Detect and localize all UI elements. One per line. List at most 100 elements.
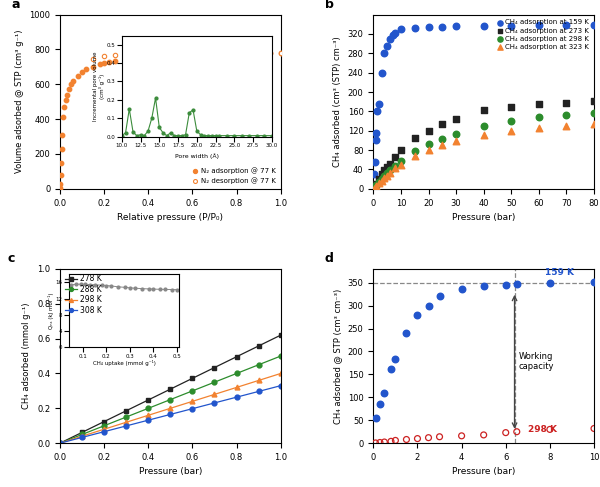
278 K: [127, 406, 134, 412]
Point: [413, 435, 422, 443]
CH₄ adsorption at 323 K: [589, 121, 599, 129]
Line: 308 K: 308 K: [58, 383, 283, 446]
Text: b: b: [325, 0, 334, 11]
CH₄ adsorption at 273 K: [451, 115, 461, 123]
CH₄ adsorption at 273 K: [479, 106, 488, 114]
Point: [371, 414, 380, 422]
CH₄ adsorption at 323 K: [369, 185, 379, 192]
CH₄ adsorption at 159 K: [371, 129, 381, 137]
CH₄ adsorption at 323 K: [479, 131, 488, 138]
CH₄ adsorption at 159 K: [385, 35, 395, 43]
CH₄ adsorption at 298 K: [451, 130, 461, 138]
CH₄ adsorption at 298 K: [506, 117, 516, 125]
N₂ adsorption @ 77 K: [166, 51, 175, 59]
N₂ desorption @ 77 K: [176, 50, 186, 57]
308 K: [122, 423, 130, 429]
CH₄ adsorption at 323 K: [534, 124, 544, 132]
CH₄ adsorption at 273 K: [380, 167, 389, 174]
CH₄ adsorption at 323 K: [424, 146, 433, 154]
CH₄ adsorption at 159 K: [370, 158, 380, 166]
CH₄ adsorption at 159 K: [377, 69, 386, 76]
Point: [371, 439, 380, 447]
Point: [375, 400, 385, 408]
CH₄ adsorption at 298 K: [424, 140, 433, 148]
Point: [545, 279, 554, 287]
N₂ desorption @ 77 K: [209, 49, 219, 57]
Point: [479, 282, 488, 290]
N₂ adsorption @ 77 K: [62, 91, 71, 99]
CH₄ adsorption at 159 K: [391, 29, 400, 37]
308 K: [202, 402, 209, 408]
N₂ adsorption @ 77 K: [110, 57, 120, 65]
298 K: [105, 425, 112, 431]
298 K: [122, 419, 130, 425]
CH₄ adsorption at 159 K: [410, 24, 419, 32]
298 K: [56, 440, 64, 446]
CH₄ adsorption at 323 K: [385, 169, 395, 177]
288 K: [202, 383, 209, 389]
CH₄ adsorption at 273 K: [589, 97, 599, 105]
CH₄ adsorption at 159 K: [388, 31, 397, 39]
CH₄ adsorption at 298 K: [534, 113, 544, 121]
CH₄ adsorption at 159 K: [534, 21, 544, 29]
N₂ adsorption @ 77 K: [82, 66, 91, 74]
N₂ adsorption @ 77 K: [188, 51, 197, 58]
N₂ adsorption @ 77 K: [243, 49, 253, 57]
CH₄ adsorption at 159 K: [369, 183, 379, 190]
CH₄ adsorption at 323 K: [382, 172, 392, 180]
278 K: [122, 408, 130, 413]
Point: [386, 437, 396, 445]
CH₄ adsorption at 298 K: [562, 111, 571, 119]
Legend: N₂ adsorption @ 77 K, N₂ desorption @ 77 K: N₂ adsorption @ 77 K, N₂ desorption @ 77…: [190, 166, 277, 186]
Point: [435, 433, 445, 441]
Point: [401, 435, 411, 443]
N₂ desorption @ 77 K: [276, 49, 286, 56]
CH₄ adsorption at 273 K: [370, 183, 380, 190]
CH₄ adsorption at 273 K: [424, 127, 433, 134]
N₂ desorption @ 77 K: [221, 49, 230, 57]
CH₄ adsorption at 323 K: [391, 165, 400, 172]
Point: [435, 293, 445, 300]
X-axis label: Pressure (bar): Pressure (bar): [452, 213, 515, 222]
278 K: [272, 335, 280, 340]
CH₄ adsorption at 298 K: [385, 167, 395, 174]
278 K: [202, 369, 209, 375]
CH₄ adsorption at 323 K: [410, 152, 419, 160]
N₂ adsorption @ 77 K: [59, 103, 69, 111]
Point: [424, 302, 433, 310]
CH₄ adsorption at 298 K: [370, 184, 380, 191]
CH₄ adsorption at 298 K: [382, 169, 392, 177]
CH₄ adsorption at 323 K: [371, 183, 381, 190]
Line: 288 K: 288 K: [58, 354, 283, 446]
288 K: [272, 355, 280, 361]
N₂ adsorption @ 77 K: [154, 52, 164, 60]
288 K: [122, 414, 130, 420]
X-axis label: Pressure (bar): Pressure (bar): [139, 468, 202, 476]
308 K: [215, 399, 223, 405]
288 K: [215, 377, 223, 383]
Text: Working
capacity: Working capacity: [519, 352, 554, 372]
Point: [391, 356, 400, 363]
CH₄ adsorption at 273 K: [437, 121, 447, 129]
CH₄ adsorption at 323 K: [374, 180, 383, 187]
Point: [401, 329, 411, 337]
Point: [501, 281, 511, 289]
CH₄ adsorption at 273 K: [377, 170, 386, 178]
N₂ adsorption @ 77 K: [95, 60, 104, 68]
Point: [545, 426, 554, 433]
Point: [386, 365, 396, 373]
Point: [391, 436, 400, 444]
CH₄ adsorption at 298 K: [369, 185, 379, 192]
N₂ adsorption @ 77 K: [176, 51, 186, 58]
CH₄ adsorption at 273 K: [410, 134, 419, 142]
Legend: 278 K, 288 K, 298 K, 308 K: 278 K, 288 K, 298 K, 308 K: [64, 273, 103, 317]
N₂ adsorption @ 77 K: [66, 80, 76, 88]
288 K: [277, 353, 284, 359]
N₂ desorption @ 77 K: [265, 49, 274, 56]
N₂ desorption @ 77 K: [110, 52, 120, 59]
N₂ adsorption @ 77 K: [59, 113, 68, 121]
N₂ desorption @ 77 K: [188, 50, 197, 57]
N₂ adsorption @ 77 K: [221, 50, 230, 57]
Point: [413, 311, 422, 318]
N₂ adsorption @ 77 K: [56, 171, 65, 179]
